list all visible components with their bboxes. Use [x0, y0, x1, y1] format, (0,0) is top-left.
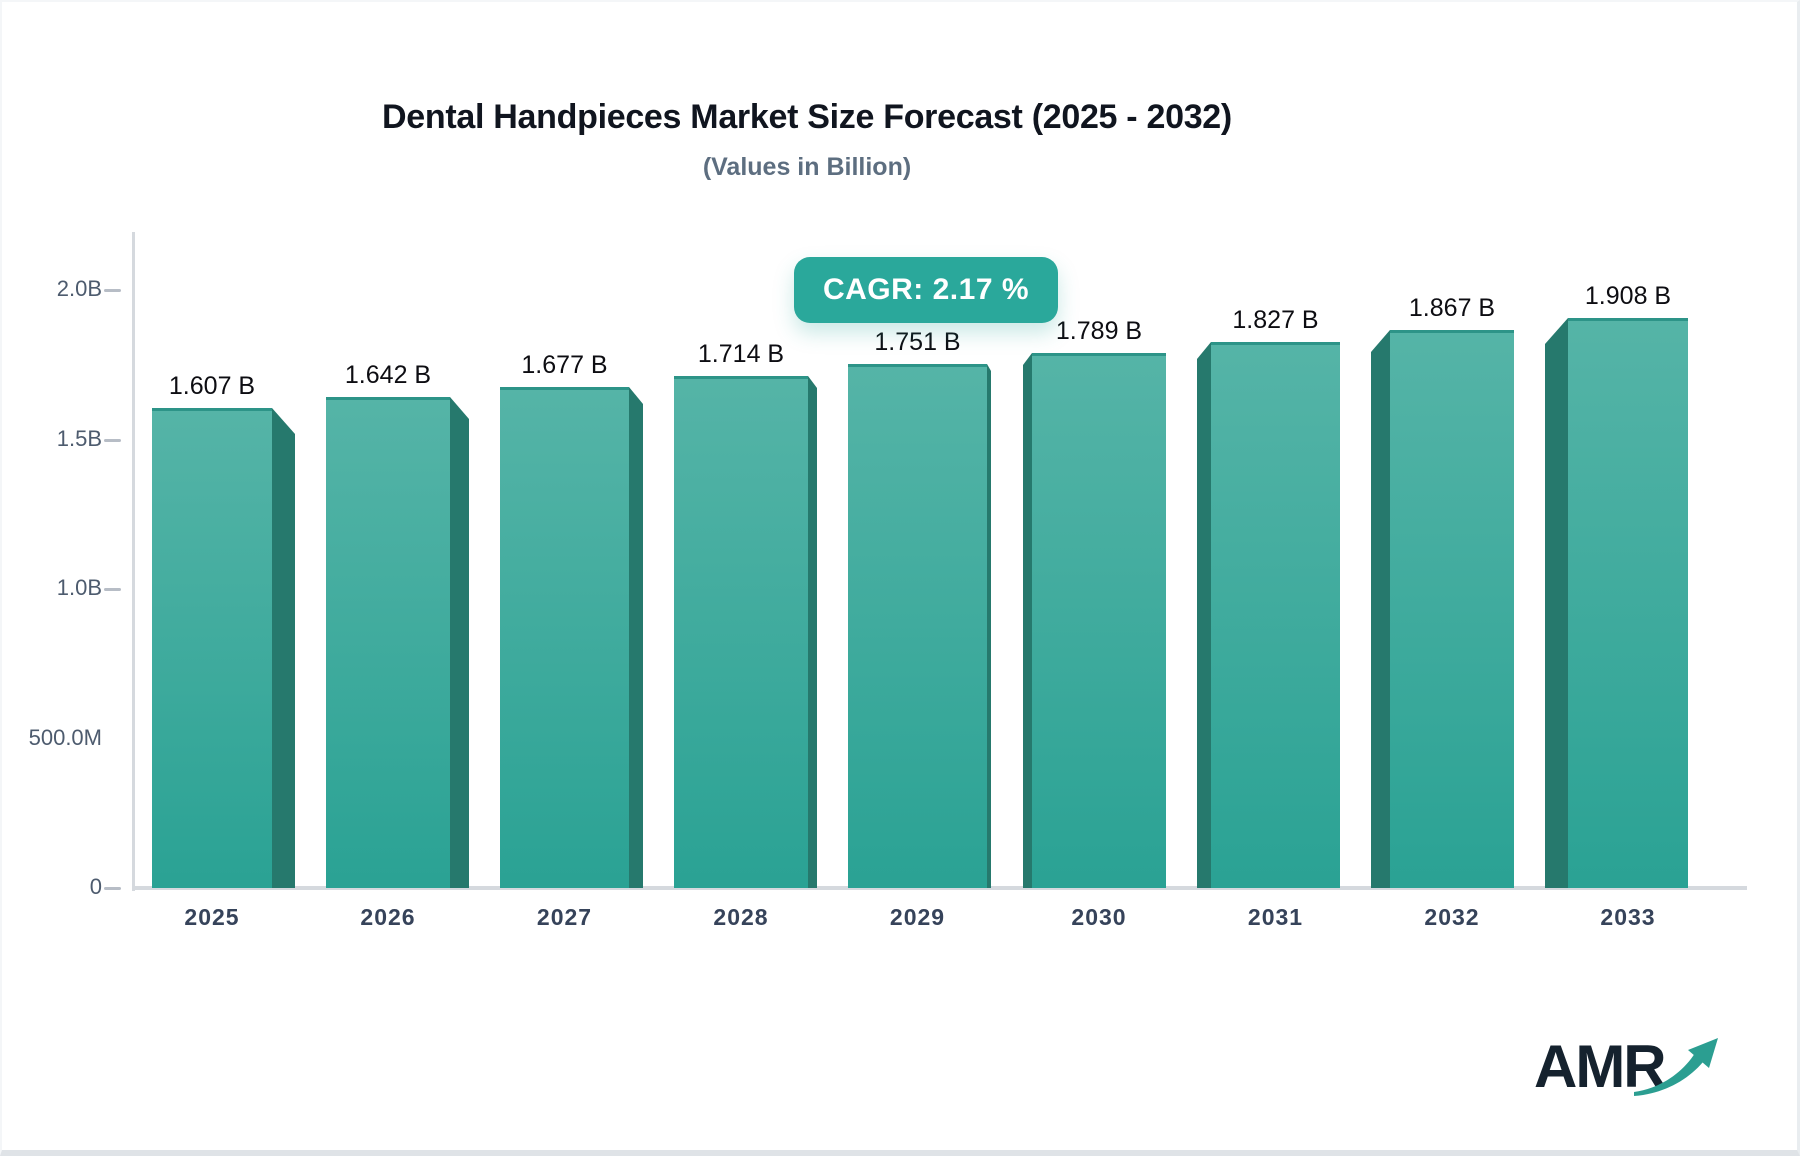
bar-side — [1197, 342, 1211, 888]
bar-face — [326, 397, 450, 888]
bar-face — [152, 408, 272, 888]
amr-logo-text: AMR — [1534, 1033, 1667, 1100]
x-axis-baseline — [132, 886, 1747, 890]
bar-2031: 1.827 B — [1197, 306, 1340, 888]
bar-side — [987, 364, 991, 888]
bar-face — [1032, 353, 1166, 888]
bar-side — [1023, 353, 1032, 888]
bar-face — [1211, 342, 1340, 888]
cagr-badge: CAGR: 2.17 % — [794, 257, 1058, 323]
bar-face — [848, 364, 987, 888]
bar-value-label: 1.751 B — [874, 328, 961, 356]
bar-2028: 1.714 B — [674, 340, 817, 888]
xtick-label-2030: 2030 — [1071, 904, 1127, 930]
xtick-label-2025: 2025 — [184, 904, 240, 930]
chart-header: Dental Handpieces Market Size Forecast (… — [2, 98, 1612, 182]
bar-side — [808, 376, 817, 888]
ytick-dash — [104, 289, 121, 292]
ytick-label: 1.5B — [56, 425, 102, 451]
chart-subtitle: (Values in Billion) — [702, 153, 912, 181]
bar-value-label: 1.677 B — [521, 351, 608, 379]
xtick-label-2028: 2028 — [713, 904, 769, 930]
amr-logo: AMR — [1534, 1032, 1724, 1116]
bar-value-label: 1.607 B — [168, 372, 256, 400]
bar-side — [450, 397, 469, 888]
chart-title: Dental Handpieces Market Size Forecast (… — [382, 98, 1232, 136]
bar-2030: 1.789 B — [1023, 317, 1166, 888]
bar-value-label: 1.642 B — [344, 361, 432, 389]
bar-side — [272, 408, 295, 888]
ytick-dash — [104, 887, 121, 890]
ytick-dash — [104, 438, 121, 442]
bar-side — [629, 387, 643, 888]
bar-2026: 1.642 B — [326, 361, 469, 888]
bar-value-label: 1.789 B — [1055, 317, 1143, 345]
xtick-label-2033: 2033 — [1600, 904, 1656, 930]
xtick-label-2032: 2032 — [1424, 904, 1480, 930]
bar-value-label: 1.714 B — [697, 340, 785, 368]
xtick-label-2031: 2031 — [1247, 904, 1304, 930]
bar-2029: 1.751 B — [848, 328, 991, 888]
bar-value-label: 1.908 B — [1584, 282, 1672, 310]
bar-face — [674, 376, 808, 888]
bar-side — [1545, 318, 1568, 888]
bar-face — [1390, 330, 1514, 888]
bar-value-label: 1.867 B — [1408, 294, 1496, 322]
bar-2032: 1.867 B — [1371, 294, 1514, 888]
bar-face — [500, 387, 629, 888]
bar-2025: 1.607 B — [152, 372, 295, 888]
ytick-label: 1.0B — [56, 575, 102, 600]
bar-face — [1568, 318, 1688, 888]
bar-value-label: 1.827 B — [1232, 306, 1319, 334]
ytick-label: 0 — [89, 874, 102, 899]
y-axis-line — [132, 232, 135, 891]
bar-2027: 1.677 B — [500, 351, 643, 888]
xtick-label-2029: 2029 — [889, 904, 946, 930]
xtick-label-2027: 2027 — [536, 904, 593, 930]
bar-2033: 1.908 B — [1545, 282, 1688, 888]
ytick-label: 500.0M — [28, 724, 102, 750]
ytick-dash — [104, 588, 121, 591]
growth-arrow-icon — [1634, 1038, 1718, 1096]
ytick-label: 2.0B — [56, 276, 102, 301]
bar-side — [1371, 330, 1390, 888]
xtick-label-2026: 2026 — [360, 904, 416, 930]
